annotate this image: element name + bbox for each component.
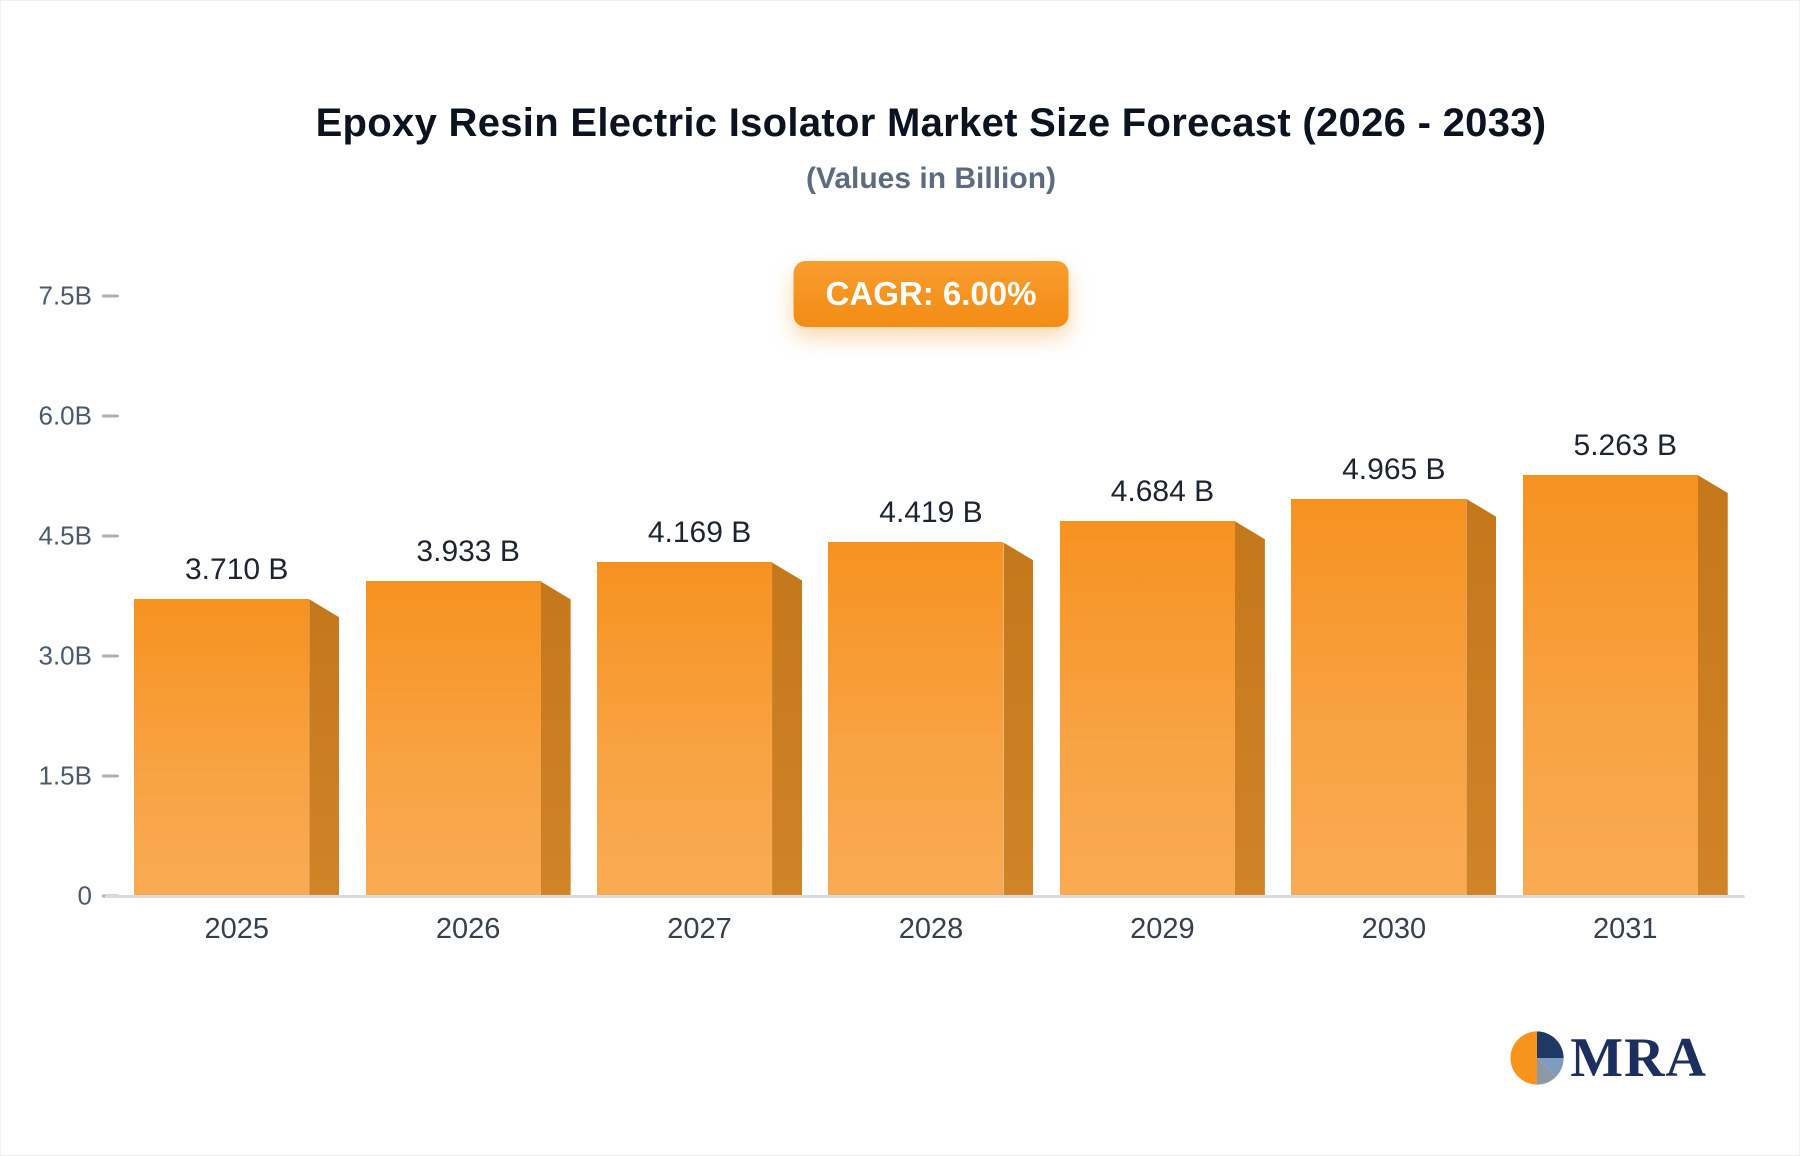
x-axis-label: 2029 xyxy=(1130,913,1195,945)
bar-slot: 3.710 B xyxy=(121,296,352,896)
bar-slot: 4.419 B xyxy=(815,296,1046,896)
bar-slot: 4.684 B xyxy=(1047,296,1278,896)
y-tick-label: 3.0B xyxy=(38,640,93,671)
bar-side-shadow xyxy=(1466,498,1497,896)
bar-side-shadow xyxy=(1234,521,1265,896)
bar-value-label: 3.933 B xyxy=(416,535,520,569)
bar-2027[interactable] xyxy=(597,562,803,896)
bar-value-label: 4.419 B xyxy=(879,496,983,530)
bar-2030[interactable] xyxy=(1291,498,1497,896)
bar-face xyxy=(365,581,541,896)
bar-value-label: 3.710 B xyxy=(185,553,289,587)
bar-side-shadow xyxy=(1697,474,1728,896)
y-tick: 7.5B xyxy=(38,280,119,312)
chart-title: Epoxy Resin Electric Isolator Market Siz… xyxy=(315,101,1547,145)
bar-value-label: 4.965 B xyxy=(1342,452,1446,486)
cagr-badge: CAGR: 6.00% xyxy=(793,261,1069,327)
y-tick-label: 0 xyxy=(77,880,92,911)
pie-chart-icon xyxy=(1510,1031,1564,1085)
x-axis-label: 2031 xyxy=(1592,913,1658,945)
bar-slot: 5.263 B xyxy=(1510,296,1741,896)
plot-area: 3.710 B 3.933 B 4.169 B 4.419 B 4.684 B 4.965… xyxy=(105,296,1745,898)
bar-2025[interactable] xyxy=(134,599,340,896)
bar-slot: 4.965 B xyxy=(1278,296,1509,896)
x-axis-baseline xyxy=(105,895,1745,898)
x-axis-label: 2028 xyxy=(898,913,964,945)
bar-slot: 4.169 B xyxy=(584,296,815,896)
y-tick-mark xyxy=(102,654,119,658)
bar-slot: 3.933 B xyxy=(352,296,583,896)
bar-value-label: 4.169 B xyxy=(647,516,752,550)
bar-face xyxy=(828,542,1004,896)
y-tick-mark xyxy=(102,414,119,418)
bar-face xyxy=(1522,474,1698,896)
bar-face xyxy=(597,562,773,896)
brand-logo-text: MRA xyxy=(1570,1027,1707,1089)
bars: 3.710 B 3.933 B 4.169 B 4.419 B 4.684 B 4.965… xyxy=(121,296,1741,896)
x-axis-label: 2030 xyxy=(1361,913,1427,945)
y-tick-mark xyxy=(102,534,119,538)
x-axis: 2025 2026 2027 2028 2029 2030 2031 xyxy=(121,913,1741,946)
bar-face xyxy=(1059,521,1235,896)
chart-subtitle: (Values in Billion) xyxy=(805,162,1057,195)
y-tick: 1.5B xyxy=(38,760,119,792)
y-tick-mark xyxy=(102,294,119,298)
bar-value-label: 4.684 B xyxy=(1110,475,1215,509)
bar-side-shadow xyxy=(540,581,571,896)
chart-header: Epoxy Resin Electric Isolator Market Siz… xyxy=(121,1,1741,327)
bar-face xyxy=(134,599,310,896)
y-tick-label: 4.5B xyxy=(38,520,93,551)
bar-side-shadow xyxy=(1003,542,1034,896)
bar-2028[interactable] xyxy=(828,542,1034,896)
x-axis-label: 2026 xyxy=(435,913,501,945)
bar-face xyxy=(1291,498,1467,896)
y-tick: 3.0B xyxy=(38,640,119,672)
bar-2031[interactable] xyxy=(1522,474,1728,896)
brand-logo: MRA xyxy=(1508,1029,1707,1087)
y-tick-mark xyxy=(102,774,119,778)
y-tick-label: 7.5B xyxy=(38,280,93,311)
bar-side-shadow xyxy=(772,562,803,896)
bar-value-label: 5.263 B xyxy=(1573,428,1677,462)
y-tick: 6.0B xyxy=(38,400,119,432)
x-axis-label: 2027 xyxy=(667,913,732,945)
x-axis-label: 2025 xyxy=(204,913,269,945)
y-tick-label: 1.5B xyxy=(38,760,93,791)
y-tick-label: 6.0B xyxy=(38,400,93,431)
y-tick: 4.5B xyxy=(38,520,119,552)
y-axis: 0 1.5B 3.0B 4.5B 6.0B 7.5B xyxy=(1,281,119,911)
bar-side-shadow xyxy=(309,599,340,896)
bar-2026[interactable] xyxy=(365,581,571,896)
bar-2029[interactable] xyxy=(1059,521,1265,896)
